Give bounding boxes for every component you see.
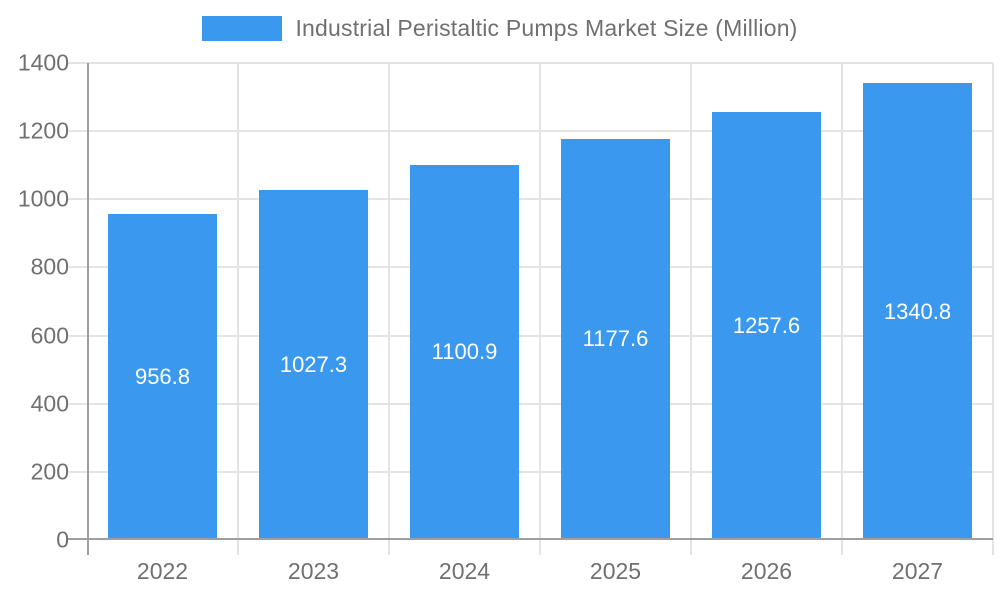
bar-value-label: 1100.9 (431, 339, 498, 365)
y-gridline (68, 334, 993, 337)
y-gridline (68, 402, 993, 405)
x-axis-tick-label: 2024 (438, 558, 491, 584)
x-axis-tick-label: 2026 (740, 558, 793, 584)
y-gridline (68, 62, 993, 64)
y-axis-labels: 0 200 400 600 800 1000 1200 1400 (0, 50, 78, 553)
bar-value-label: 1340.8 (883, 298, 952, 324)
x-axis-tick-label: 2025 (589, 558, 642, 584)
bar-2026[interactable]: 1257.6 (711, 111, 822, 540)
y-axis-tick-label: 0 (56, 526, 69, 553)
legend[interactable]: Industrial Peristaltic Pumps Market Size… (0, 15, 1000, 42)
y-axis-tick-label: 1200 (17, 117, 69, 144)
bar-2022[interactable]: 956.8 (107, 214, 218, 540)
y-axis-tick-label: 1400 (17, 49, 69, 76)
x-axis-line (68, 538, 993, 540)
y-axis-tick-label: 600 (30, 322, 69, 349)
y-axis-tick-label: 1000 (17, 185, 69, 212)
x-gridline (539, 63, 541, 555)
bar-value-label: 1027.3 (279, 351, 348, 377)
bar-value-label: 956.8 (134, 364, 191, 389)
y-axis-tick-label: 400 (30, 390, 69, 417)
x-axis-labels: 2022 2023 2024 2025 2026 2027 (87, 556, 993, 590)
y-axis-tick-label: 200 (30, 458, 69, 485)
bar-2024[interactable]: 1100.9 (409, 164, 520, 540)
x-gridline (236, 63, 239, 555)
bar-value-label: 1177.6 (582, 326, 649, 352)
y-gridline (68, 198, 993, 201)
bar-2025[interactable]: 1177.6 (560, 138, 671, 540)
legend-label: Industrial Peristaltic Pumps Market Size… (295, 15, 798, 41)
y-gridline (68, 266, 993, 269)
y-gridline (68, 470, 993, 473)
bar-2027[interactable]: 1340.8 (862, 83, 973, 540)
x-gridline (841, 63, 843, 555)
y-axis-line (87, 63, 89, 555)
y-axis-tick-label: 800 (30, 253, 69, 280)
x-gridline (387, 63, 390, 555)
x-gridline (992, 63, 994, 555)
x-axis-tick-label: 2023 (287, 558, 340, 584)
bar-value-label: 1257.6 (732, 312, 801, 338)
legend-swatch-icon (202, 16, 283, 41)
bar-2023[interactable]: 1027.3 (258, 189, 369, 540)
y-gridline (68, 130, 993, 133)
x-axis-tick-label: 2022 (136, 558, 189, 584)
x-gridline (689, 63, 692, 555)
plot-area: 956.8 1027.3 1100.9 1177.6 1257.6 1340.8 (68, 62, 994, 555)
x-axis-tick-label: 2027 (891, 558, 944, 584)
